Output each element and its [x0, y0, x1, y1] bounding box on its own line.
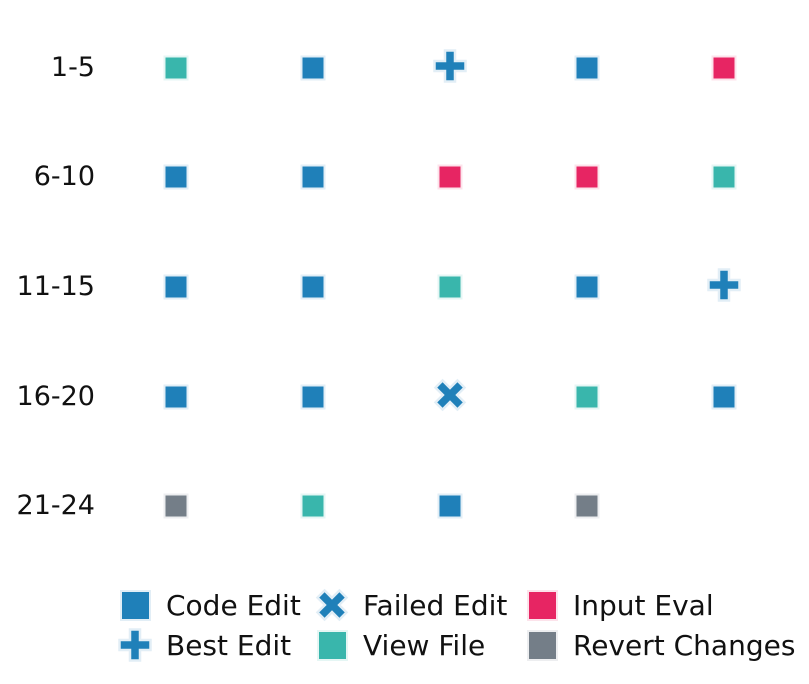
revert-changes-square-marker: [526, 629, 558, 661]
legend-label: Input Eval: [573, 588, 714, 622]
data-point: [437, 493, 463, 519]
code-edit-square-marker: [300, 274, 326, 300]
data-point: [163, 493, 189, 519]
view-file-square-marker: [574, 384, 600, 410]
failed-edit-x-marker: [433, 378, 467, 412]
code-edit-square-marker: [300, 384, 326, 410]
data-point: [711, 384, 737, 410]
code-edit-square-marker: [711, 384, 737, 410]
legend-marker: [313, 586, 351, 624]
code-edit-square-marker: [574, 274, 600, 300]
data-point: [300, 274, 326, 300]
data-point: [300, 55, 326, 81]
legend-item-best-edit: Best Edit: [116, 626, 291, 664]
input-eval-square-marker: [526, 589, 558, 621]
data-point: [711, 55, 737, 81]
data-point: [163, 384, 189, 410]
y-tick-label: 21-24: [16, 490, 95, 521]
y-tick-label: 6-10: [33, 161, 95, 192]
data-point: [300, 384, 326, 410]
best-edit-plus-marker: [433, 49, 467, 83]
input-eval-square-marker: [711, 55, 737, 81]
legend-label: Best Edit: [166, 628, 292, 662]
legend-item-input-eval: Input Eval: [523, 586, 714, 624]
y-tick-label: 11-15: [16, 271, 95, 302]
y-tick-label: 16-20: [16, 381, 95, 412]
code-edit-square-marker: [119, 589, 151, 621]
view-file-square-marker: [300, 493, 326, 519]
view-file-square-marker: [437, 274, 463, 300]
revert-changes-square-marker: [163, 493, 189, 519]
data-point: [431, 376, 469, 418]
legend-marker: [523, 586, 561, 624]
data-point: [437, 164, 463, 190]
legend-label: Revert Changes: [573, 628, 796, 662]
data-point: [574, 55, 600, 81]
legend-item-revert-changes: Revert Changes: [523, 626, 795, 664]
data-point: [163, 274, 189, 300]
legend-label: Code Edit: [166, 588, 301, 622]
code-edit-square-marker: [163, 164, 189, 190]
data-point: [437, 274, 463, 300]
best-edit-plus-marker: [707, 268, 741, 302]
failed-edit-x-marker: [315, 588, 349, 622]
revert-changes-square-marker: [574, 493, 600, 519]
code-edit-square-marker: [163, 274, 189, 300]
data-point: [431, 47, 469, 89]
code-edit-square-marker: [300, 55, 326, 81]
data-point: [300, 164, 326, 190]
legend-marker: [116, 586, 154, 624]
input-eval-square-marker: [574, 164, 600, 190]
code-edit-square-marker: [574, 55, 600, 81]
y-tick-label: 1-5: [50, 52, 95, 83]
data-point: [300, 493, 326, 519]
code-edit-square-marker: [437, 493, 463, 519]
legend-item-view-file: View File: [313, 626, 485, 664]
best-edit-plus-marker: [118, 628, 152, 662]
view-file-square-marker: [163, 55, 189, 81]
code-edit-square-marker: [163, 384, 189, 410]
view-file-square-marker: [711, 164, 737, 190]
data-point: [711, 164, 737, 190]
legend-marker: [523, 626, 561, 664]
code-edit-square-marker: [300, 164, 326, 190]
legend-label: View File: [363, 628, 486, 662]
data-point: [705, 266, 743, 308]
data-point: [574, 164, 600, 190]
legend-marker: [313, 626, 351, 664]
data-point: [574, 384, 600, 410]
view-file-square-marker: [316, 629, 348, 661]
legend-label: Failed Edit: [363, 588, 508, 622]
data-point: [574, 493, 600, 519]
legend-item-code-edit: Code Edit: [116, 586, 301, 624]
input-eval-square-marker: [437, 164, 463, 190]
legend-marker: [116, 626, 154, 664]
data-point: [163, 164, 189, 190]
data-point: [574, 274, 600, 300]
data-point: [163, 55, 189, 81]
legend-item-failed-edit: Failed Edit: [313, 586, 507, 624]
